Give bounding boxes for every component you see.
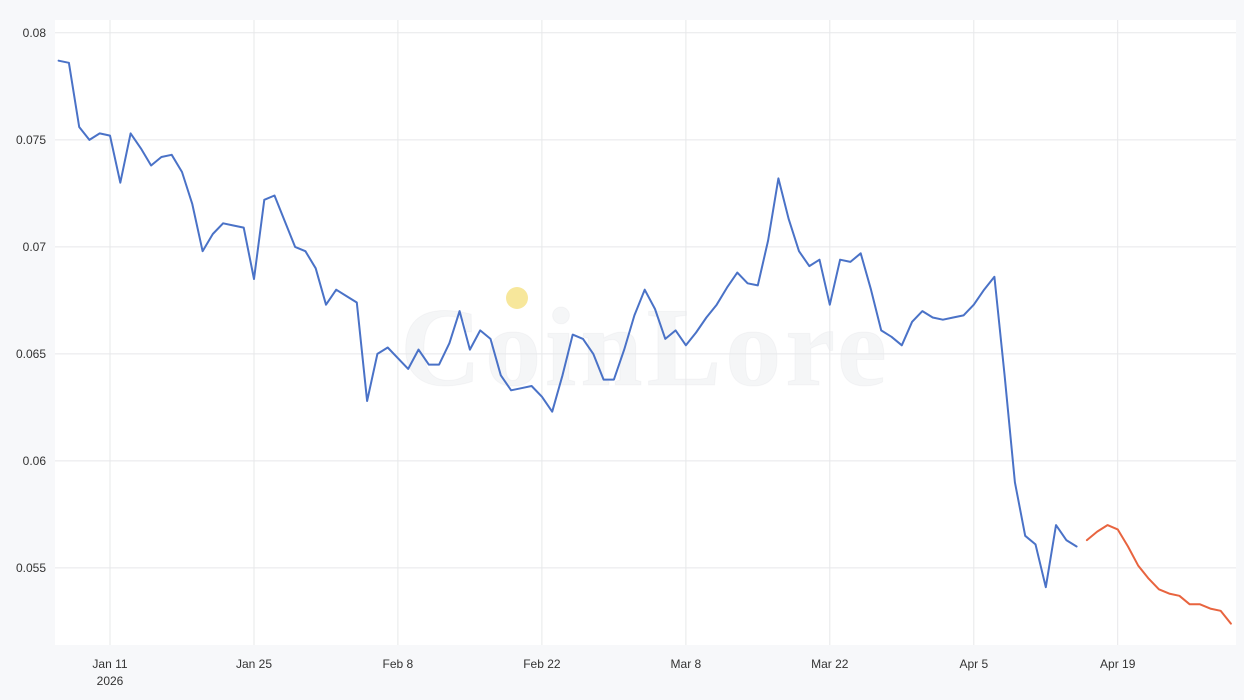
x-tick-label: Jan 25 (236, 657, 272, 671)
x-tick-label: Apr 19 (1100, 657, 1136, 671)
y-tick-label: 0.055 (16, 561, 46, 575)
forecast-line (1085, 524, 1232, 625)
x-tick-label: Jan 11 (92, 657, 127, 671)
y-tick-label: 0.08 (23, 26, 47, 40)
plot-area (55, 20, 1236, 645)
watermark-coin-icon (506, 287, 528, 309)
y-tick-label: 0.07 (23, 240, 47, 254)
y-tick-label: 0.06 (23, 454, 47, 468)
y-tick-label: 0.065 (16, 347, 46, 361)
x-tick-label: Mar 22 (811, 657, 849, 671)
x-tick-year-label: 2026 (97, 674, 124, 688)
price-history-line (57, 59, 1078, 589)
x-tick-label: Feb 22 (523, 657, 561, 671)
y-tick-label: 0.075 (16, 133, 46, 147)
x-tick-label: Apr 5 (959, 657, 988, 671)
x-tick-label: Mar 8 (671, 657, 702, 671)
x-tick-label: Feb 8 (383, 657, 414, 671)
watermark-text: CoinLore (400, 286, 890, 410)
